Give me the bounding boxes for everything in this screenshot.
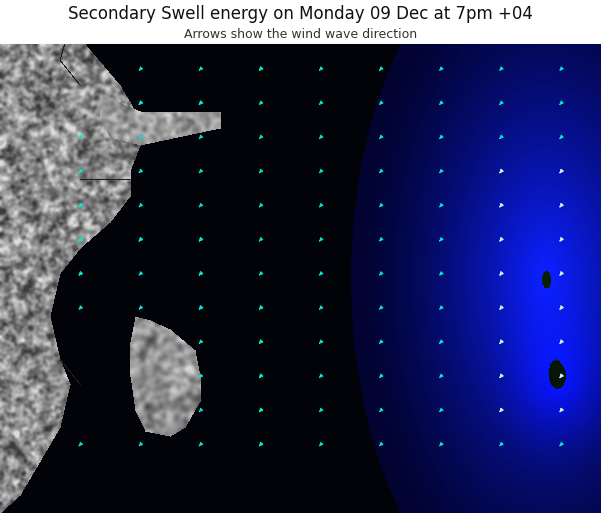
Text: Secondary Swell energy on Monday 09 Dec at 7pm +04: Secondary Swell energy on Monday 09 Dec … (68, 5, 533, 23)
Text: Arrows show the wind wave direction: Arrows show the wind wave direction (184, 28, 417, 41)
